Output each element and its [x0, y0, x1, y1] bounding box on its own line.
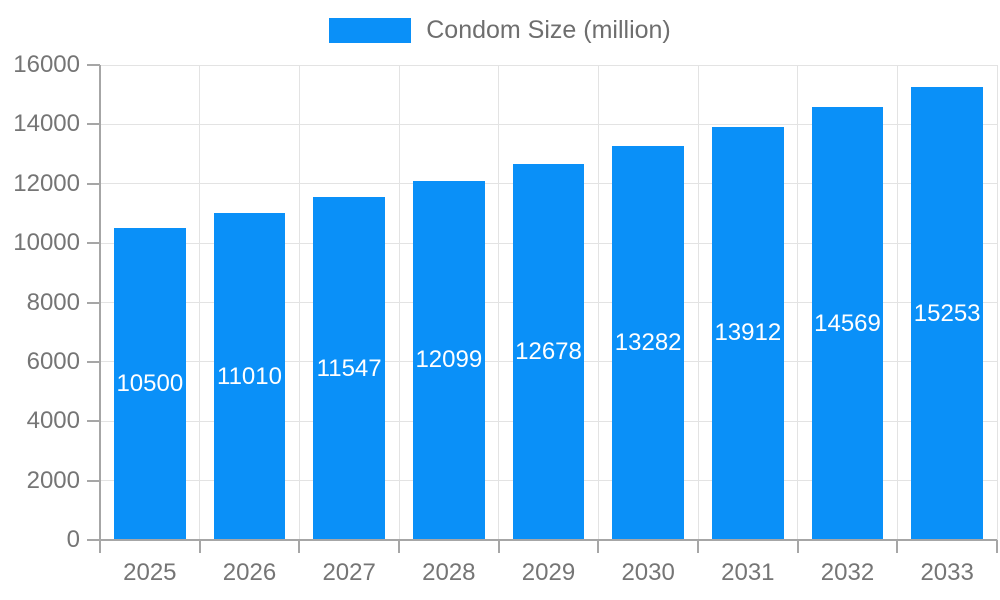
y-axis-tick	[87, 123, 100, 126]
gridline-vertical	[896, 65, 898, 540]
y-axis-tick-label: 2000	[26, 466, 80, 494]
bar-value-label: 13912	[714, 319, 782, 347]
bar-2029[interactable]	[512, 163, 585, 540]
x-axis-tick	[198, 540, 201, 553]
y-axis-tick	[87, 420, 100, 423]
x-axis-category-label: 2026	[222, 559, 277, 586]
bar-2033[interactable]	[911, 87, 984, 540]
bar-2028[interactable]	[412, 180, 485, 540]
y-axis-tick	[87, 64, 100, 66]
bar-value-label: 12099	[415, 346, 483, 374]
y-axis-tick	[87, 479, 100, 482]
y-axis-tick	[87, 182, 100, 185]
bar-value-label: 12678	[515, 337, 582, 365]
bar-value-label: 14569	[814, 309, 881, 337]
x-axis-line	[87, 539, 997, 541]
y-axis-tick-label: 14000	[13, 110, 80, 138]
bar-2031[interactable]	[711, 126, 784, 540]
legend-item[interactable]: Condom Size (million)	[0, 16, 1000, 44]
gridline-vertical	[797, 65, 799, 540]
y-axis-tick	[87, 301, 100, 304]
x-axis-tick	[99, 540, 101, 553]
x-axis-category-label: 2025	[123, 559, 177, 586]
y-axis-tick-label: 16000	[13, 51, 80, 78]
x-axis-tick	[497, 540, 500, 553]
gridline-horizontal	[100, 64, 997, 66]
x-axis-category-label: 2029	[521, 559, 576, 586]
bar-2025[interactable]	[113, 228, 186, 540]
x-axis-category-label: 2028	[422, 559, 476, 586]
y-axis-tick	[87, 539, 100, 541]
x-axis-category-label: 2030	[621, 559, 675, 586]
x-axis-tick	[398, 540, 400, 553]
bar-2026[interactable]	[213, 213, 286, 540]
bar-value-label: 13282	[614, 328, 682, 356]
y-axis-tick-label: 8000	[26, 288, 80, 316]
x-axis-tick	[896, 540, 899, 553]
x-axis-tick	[697, 540, 699, 553]
legend-label: Condom Size (million)	[426, 16, 671, 44]
bar-2030[interactable]	[612, 145, 685, 540]
y-axis-tick	[87, 360, 100, 363]
bar-2027[interactable]	[313, 197, 386, 540]
x-axis-category-label: 2032	[820, 559, 875, 586]
gridline-vertical	[199, 65, 201, 540]
x-axis-tick	[298, 540, 301, 553]
gridline-vertical	[597, 65, 599, 540]
x-axis-tick	[597, 540, 600, 553]
y-axis-tick-label: 4000	[26, 407, 80, 435]
y-axis-tick	[87, 242, 100, 245]
y-axis-tick-label: 6000	[26, 347, 80, 375]
gridline-vertical	[498, 65, 500, 540]
y-axis-line	[99, 65, 101, 553]
x-axis-category-label: 2027	[322, 559, 376, 586]
gridline-vertical	[398, 65, 400, 540]
y-axis-tick-label: 10000	[13, 229, 80, 257]
gridline-horizontal	[100, 123, 997, 125]
x-axis-tick	[796, 540, 799, 553]
bar-value-label: 11010	[217, 362, 282, 390]
y-axis-tick-label: 12000	[13, 169, 80, 197]
gridline-vertical	[996, 65, 998, 540]
bar-value-label: 10500	[116, 370, 184, 398]
x-axis-category-label: 2033	[920, 559, 974, 586]
legend-swatch	[329, 17, 412, 43]
bar-2032[interactable]	[811, 107, 884, 540]
bar-value-label: 15253	[913, 299, 981, 327]
y-axis-tick-label: 0	[66, 526, 80, 553]
gridline-vertical	[697, 65, 699, 540]
bar-value-label: 11547	[316, 354, 382, 382]
x-axis-category-label: 2031	[721, 559, 775, 586]
x-axis-tick	[996, 540, 998, 553]
gridline-vertical	[298, 65, 300, 540]
